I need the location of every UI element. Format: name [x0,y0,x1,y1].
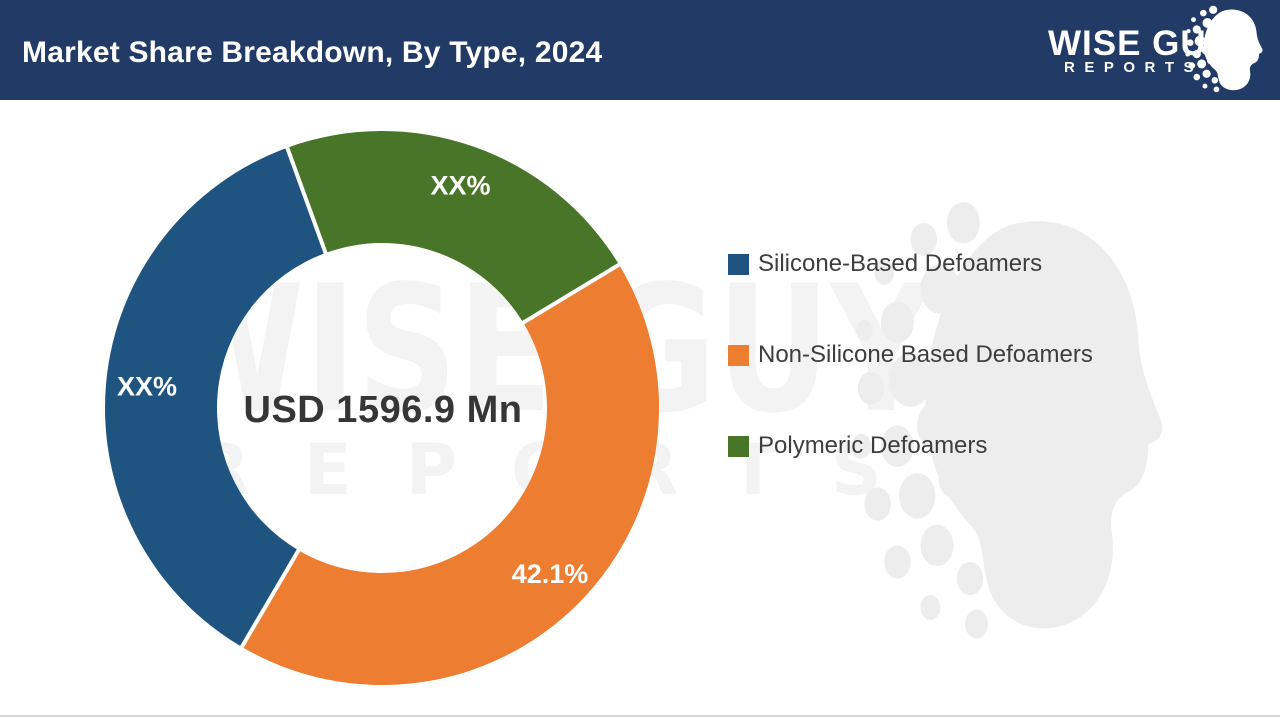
slice-separator [520,262,621,326]
header-bar: Market Share Breakdown, By Type, 2024 WI… [0,0,1280,100]
logo-head-icon [1185,5,1263,93]
legend-swatch-icon [728,435,749,457]
slice-separator [239,547,302,649]
pie-slice-silicone-based-defoamers [104,147,326,647]
pie-slice-polymeric-defoamers [287,131,620,323]
legend-swatch-icon [728,344,749,366]
center-total-label: USD 1596.9 Mn [244,389,523,431]
legend-label: Silicone-Based Defoamers [758,250,1043,277]
chart-legend: Silicone-Based Defoamers Non-Silicone Ba… [728,250,1093,459]
slice-separator [285,146,329,256]
logo-text-reports: REPORTS [1064,59,1204,76]
slice-percentage-label: XX% [430,170,490,200]
legend-item-polymeric: Polymeric Defoamers [728,432,1093,459]
legend-label: Non-Silicone Based Defoamers [758,341,1093,368]
slice-percentage-label: 42.1% [512,559,589,589]
slice-percentage-label: XX% [117,372,177,402]
wise-guy-reports-logo: WISE GUY REPORTS [1016,0,1266,100]
legend-swatch-icon [728,253,749,275]
page-title: Market Share Breakdown, By Type, 2024 [22,36,603,69]
pie-slice-non-silicone-based-defoamers [241,264,659,685]
bottom-divider [0,715,1280,717]
legend-item-non-silicone-based: Non-Silicone Based Defoamers [728,341,1093,368]
legend-item-silicone-based: Silicone-Based Defoamers [728,250,1093,277]
legend-label: Polymeric Defoamers [758,432,988,459]
